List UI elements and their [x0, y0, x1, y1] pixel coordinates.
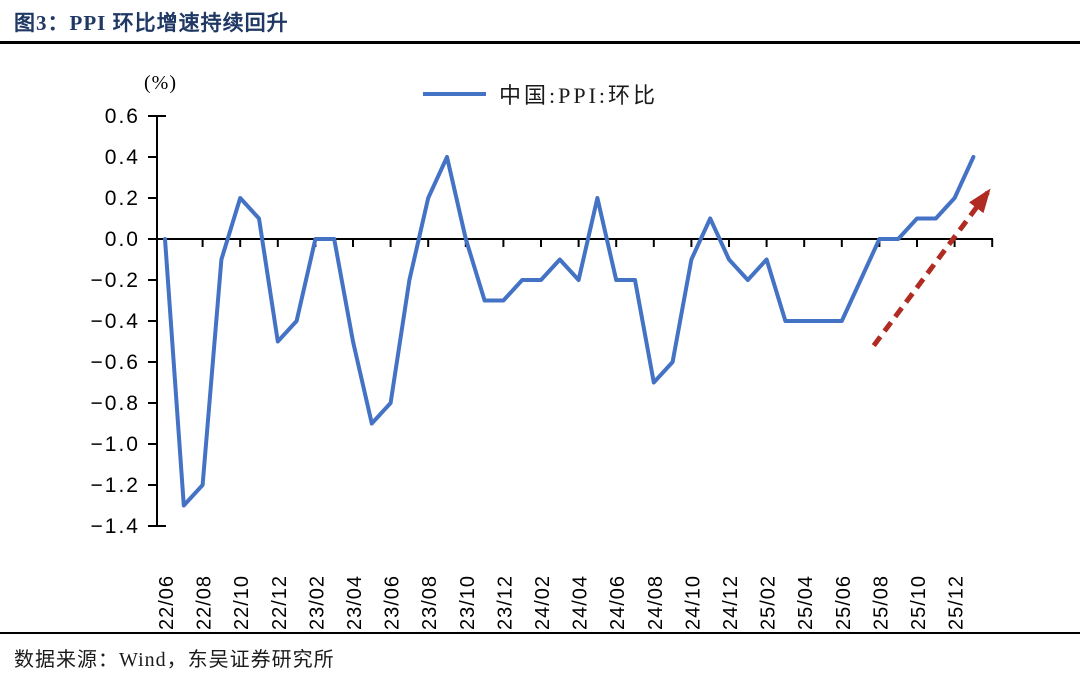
y-axis-unit-label: (%) — [144, 72, 177, 94]
x-tick-label: 22/06 — [156, 575, 178, 630]
x-tick-label: 24/10 — [682, 575, 704, 630]
y-tick-label: 0.6 — [105, 105, 140, 128]
x-tick-label: 25/04 — [795, 575, 817, 630]
x-tick-label: 23/10 — [457, 575, 479, 630]
legend-label: 中国:PPI:环比 — [499, 83, 659, 108]
x-tick-label: 24/02 — [532, 575, 554, 630]
footer-divider — [0, 632, 1080, 634]
y-tick-label: −1.4 — [91, 515, 140, 538]
chart-legend: 中国:PPI:环比 — [423, 78, 658, 110]
x-tick-label: 24/04 — [570, 575, 592, 630]
trend-arrow — [871, 188, 991, 348]
x-tick-label: 23/12 — [494, 575, 516, 630]
x-tick-label: 23/04 — [344, 575, 366, 630]
x-tick-label: 25/12 — [946, 575, 968, 630]
y-tick-label: −0.2 — [91, 269, 140, 292]
data-source: 数据来源：Wind，东吴证券研究所 — [14, 649, 335, 671]
y-tick-label: −0.6 — [91, 351, 140, 374]
x-tick-label: 25/10 — [908, 575, 930, 630]
y-tick-label: 0.0 — [105, 228, 140, 251]
legend-line-swatch — [423, 92, 486, 96]
x-tick-label: 22/12 — [269, 575, 291, 630]
figure-header: 图3：PPI 环比增速持续回升 — [0, 0, 1080, 44]
ppi-series-line — [163, 155, 976, 508]
x-tick-label: 24/12 — [720, 575, 742, 630]
y-tick-label: −1.2 — [91, 474, 140, 497]
x-tick-label: 25/06 — [833, 575, 855, 630]
x-tick-label: 23/02 — [306, 575, 328, 630]
figure-title: 图3：PPI 环比增速持续回升 — [14, 11, 289, 35]
x-tick-label: 22/08 — [194, 575, 216, 630]
x-tick-label: 24/06 — [607, 575, 629, 630]
y-tick-label: −1.0 — [91, 433, 140, 456]
x-tick-label: 23/06 — [382, 575, 404, 630]
x-tick-label: 25/02 — [758, 575, 780, 630]
y-tick-label: 0.2 — [105, 187, 140, 210]
y-tick-label: 0.4 — [105, 146, 140, 169]
x-tick-label: 23/08 — [419, 575, 441, 630]
x-tick-label: 24/08 — [645, 575, 667, 630]
y-tick-label: −0.8 — [91, 392, 140, 415]
x-tick-label: 25/08 — [870, 575, 892, 630]
x-tick-label: 22/10 — [231, 575, 253, 630]
y-tick-label: −0.4 — [91, 310, 140, 333]
